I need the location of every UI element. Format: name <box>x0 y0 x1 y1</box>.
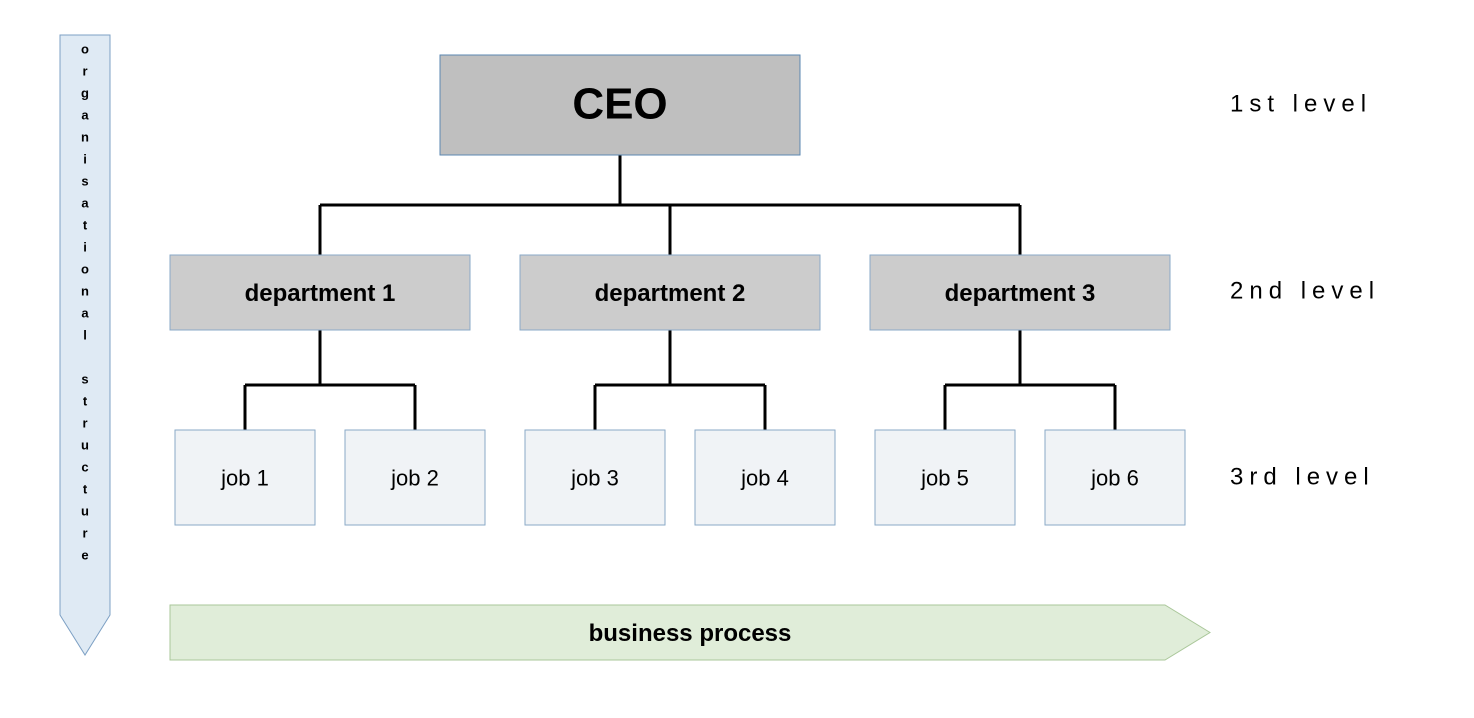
org-structure-arrow-char: r <box>82 525 87 540</box>
org-structure-arrow-char: o <box>81 261 89 276</box>
node-job3-label: job 3 <box>570 465 619 490</box>
level-label-2: 2nd level <box>1230 277 1380 304</box>
node-job4-label: job 4 <box>740 465 789 490</box>
node-dept2: department 2 <box>520 255 820 330</box>
org-structure-arrow-char: u <box>81 503 89 518</box>
org-structure-arrow-char: e <box>81 547 88 562</box>
org-structure-arrow-char: c <box>81 459 88 474</box>
node-dept3-label: department 3 <box>945 280 1096 307</box>
org-structure-arrow-char: l <box>83 327 87 342</box>
org-structure-arrow-char: a <box>81 195 89 210</box>
org-structure-arrow-char: g <box>81 85 89 100</box>
node-dept1: department 1 <box>170 255 470 330</box>
org-structure-arrow-char: o <box>81 41 89 56</box>
node-job1: job 1 <box>175 430 315 525</box>
org-structure-arrow-char: a <box>81 305 89 320</box>
org-structure-arrow-char: i <box>83 151 87 166</box>
node-dept2-label: department 2 <box>595 280 746 307</box>
node-ceo: CEO <box>440 55 800 155</box>
node-job2: job 2 <box>345 430 485 525</box>
org-structure-arrow-char: u <box>81 437 89 452</box>
node-job1-label: job 1 <box>220 465 269 490</box>
node-job3: job 3 <box>525 430 665 525</box>
node-job6: job 6 <box>1045 430 1185 525</box>
node-job2-label: job 2 <box>390 465 439 490</box>
level-label-3: 3rd level <box>1230 463 1375 490</box>
node-job5-label: job 5 <box>920 465 969 490</box>
org-structure-arrow-char: t <box>83 481 88 496</box>
org-structure-arrow-char: s <box>81 371 88 386</box>
node-dept3: department 3 <box>870 255 1170 330</box>
business-process-arrow: business process <box>170 605 1210 660</box>
node-job5: job 5 <box>875 430 1015 525</box>
org-structure-arrow-char: i <box>83 239 87 254</box>
node-dept1-label: department 1 <box>245 280 396 307</box>
org-structure-arrow-char: n <box>81 283 89 298</box>
org-structure-arrow: organisationalstructure <box>60 35 110 655</box>
org-structure-arrow-char: t <box>83 217 88 232</box>
org-structure-arrow-char: r <box>82 415 87 430</box>
org-structure-arrow-char: a <box>81 107 89 122</box>
node-ceo-label: CEO <box>572 80 667 129</box>
org-structure-arrow-char: n <box>81 129 89 144</box>
level-label-1: 1st level <box>1230 90 1372 117</box>
org-structure-arrow-char: r <box>82 63 87 78</box>
org-structure-arrow-char: s <box>81 173 88 188</box>
node-job6-label: job 6 <box>1090 465 1139 490</box>
node-job4: job 4 <box>695 430 835 525</box>
business-process-arrow-label: business process <box>589 620 792 647</box>
org-structure-arrow-char: t <box>83 393 88 408</box>
